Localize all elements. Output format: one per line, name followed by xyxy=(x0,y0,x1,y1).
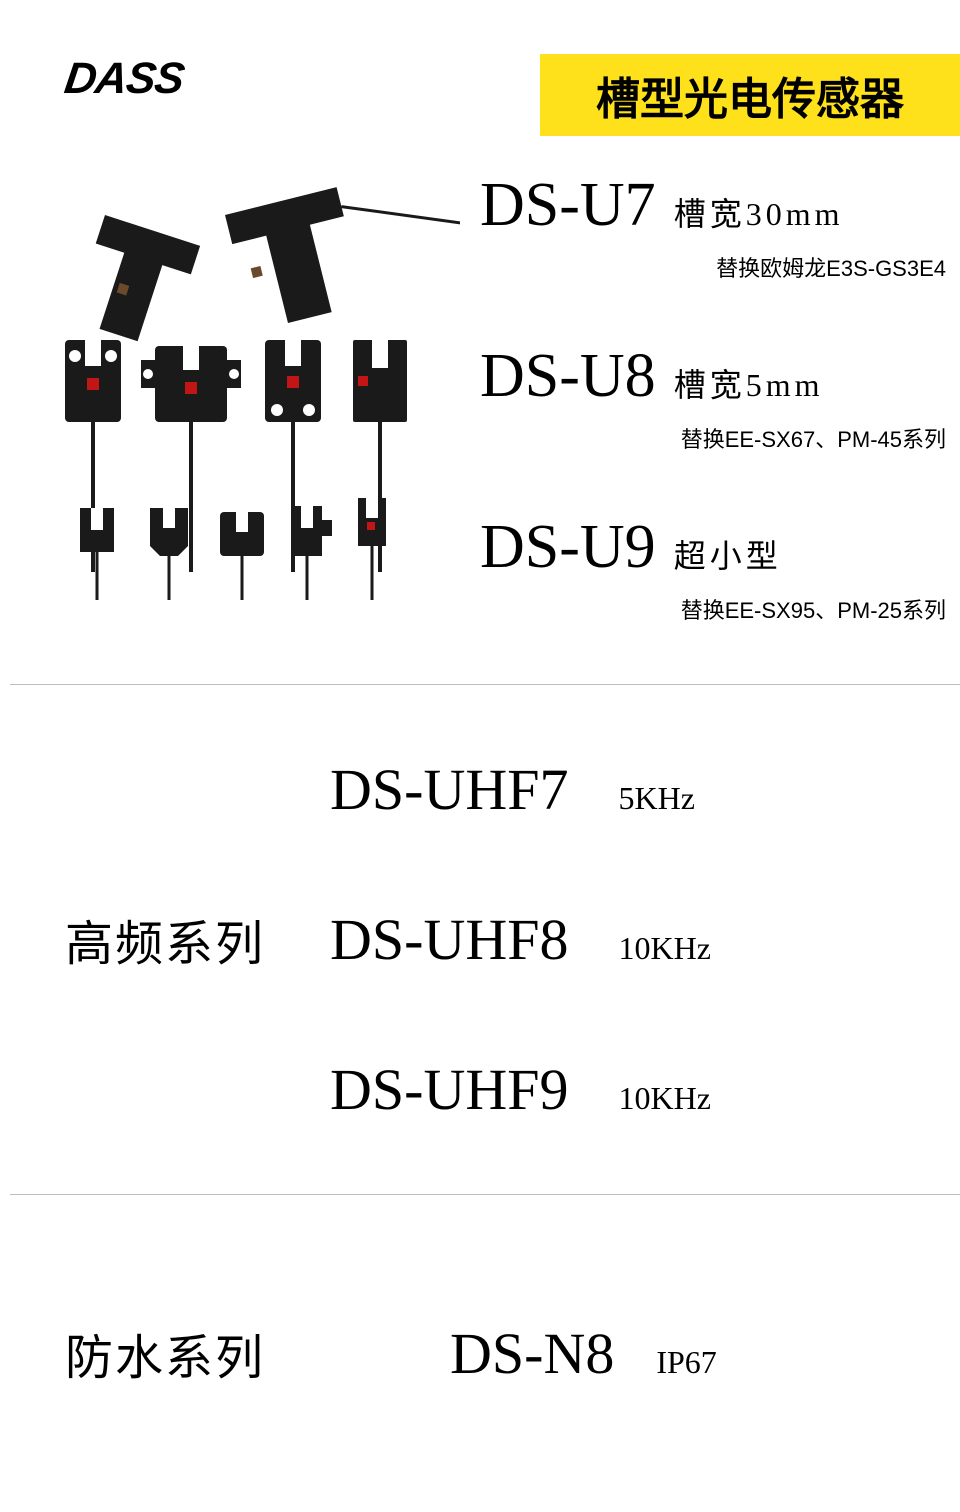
product-item: DS-UHF7 5KHz xyxy=(330,756,960,823)
product-model: DS-U7 xyxy=(480,170,656,241)
product-model: DS-N8 xyxy=(450,1320,614,1387)
product-model: DS-U8 xyxy=(480,341,656,412)
series-label-highfreq: 高频系列 xyxy=(0,904,330,974)
title-banner: 槽型光电传感器 xyxy=(540,54,960,136)
top-section: DS-U7 槽宽30mm 替换欧姆龙E3S-GS3E4 DS-U8 槽宽5mm … xyxy=(0,160,960,680)
product-item: DS-N8 IP67 xyxy=(330,1320,960,1387)
bottom-section: 防水系列 DS-N8 IP67 xyxy=(0,1194,960,1512)
product-spec: 槽宽30mm xyxy=(674,189,844,235)
product-spec: 槽宽5mm xyxy=(674,360,824,406)
product-item: DS-U7 槽宽30mm 替换欧姆龙E3S-GS3E4 xyxy=(480,170,950,283)
product-replace: 替换EE-SX95、PM-25系列 xyxy=(480,593,950,625)
mid-product-list: DS-UHF7 5KHz DS-UHF8 10KHz DS-UHF9 10KHz xyxy=(330,684,960,1194)
product-replace: 替换EE-SX67、PM-45系列 xyxy=(480,422,950,454)
product-model: DS-UHF9 xyxy=(330,1056,569,1123)
product-spec: 超小型 xyxy=(674,531,782,577)
mid-section: 高频系列 DS-UHF7 5KHz DS-UHF8 10KHz DS-UHF9 … xyxy=(0,684,960,1194)
product-item: DS-UHF8 10KHz xyxy=(330,906,960,973)
series-label-waterproof: 防水系列 xyxy=(0,1318,330,1388)
brand-logo: DASS xyxy=(61,54,186,104)
header: DASS 槽型光电传感器 xyxy=(0,0,960,104)
top-product-list: DS-U7 槽宽30mm 替换欧姆龙E3S-GS3E4 DS-U8 槽宽5mm … xyxy=(480,170,950,683)
product-item: DS-U9 超小型 替换EE-SX95、PM-25系列 xyxy=(480,512,950,625)
product-replace: 替换欧姆龙E3S-GS3E4 xyxy=(480,251,950,283)
bottom-product-list: DS-N8 IP67 xyxy=(330,1194,960,1512)
product-freq: 5KHz xyxy=(619,780,695,817)
product-model: DS-UHF8 xyxy=(330,906,569,973)
product-model: DS-U9 xyxy=(480,512,656,583)
product-model: DS-UHF7 xyxy=(330,756,569,823)
product-freq: 10KHz xyxy=(619,1080,711,1117)
product-item: DS-U8 槽宽5mm 替换EE-SX67、PM-45系列 xyxy=(480,341,950,454)
product-item: DS-UHF9 10KHz xyxy=(330,1056,960,1123)
product-freq: 10KHz xyxy=(619,930,711,967)
product-rating: IP67 xyxy=(656,1344,716,1381)
sensor-product-image xyxy=(10,180,460,600)
